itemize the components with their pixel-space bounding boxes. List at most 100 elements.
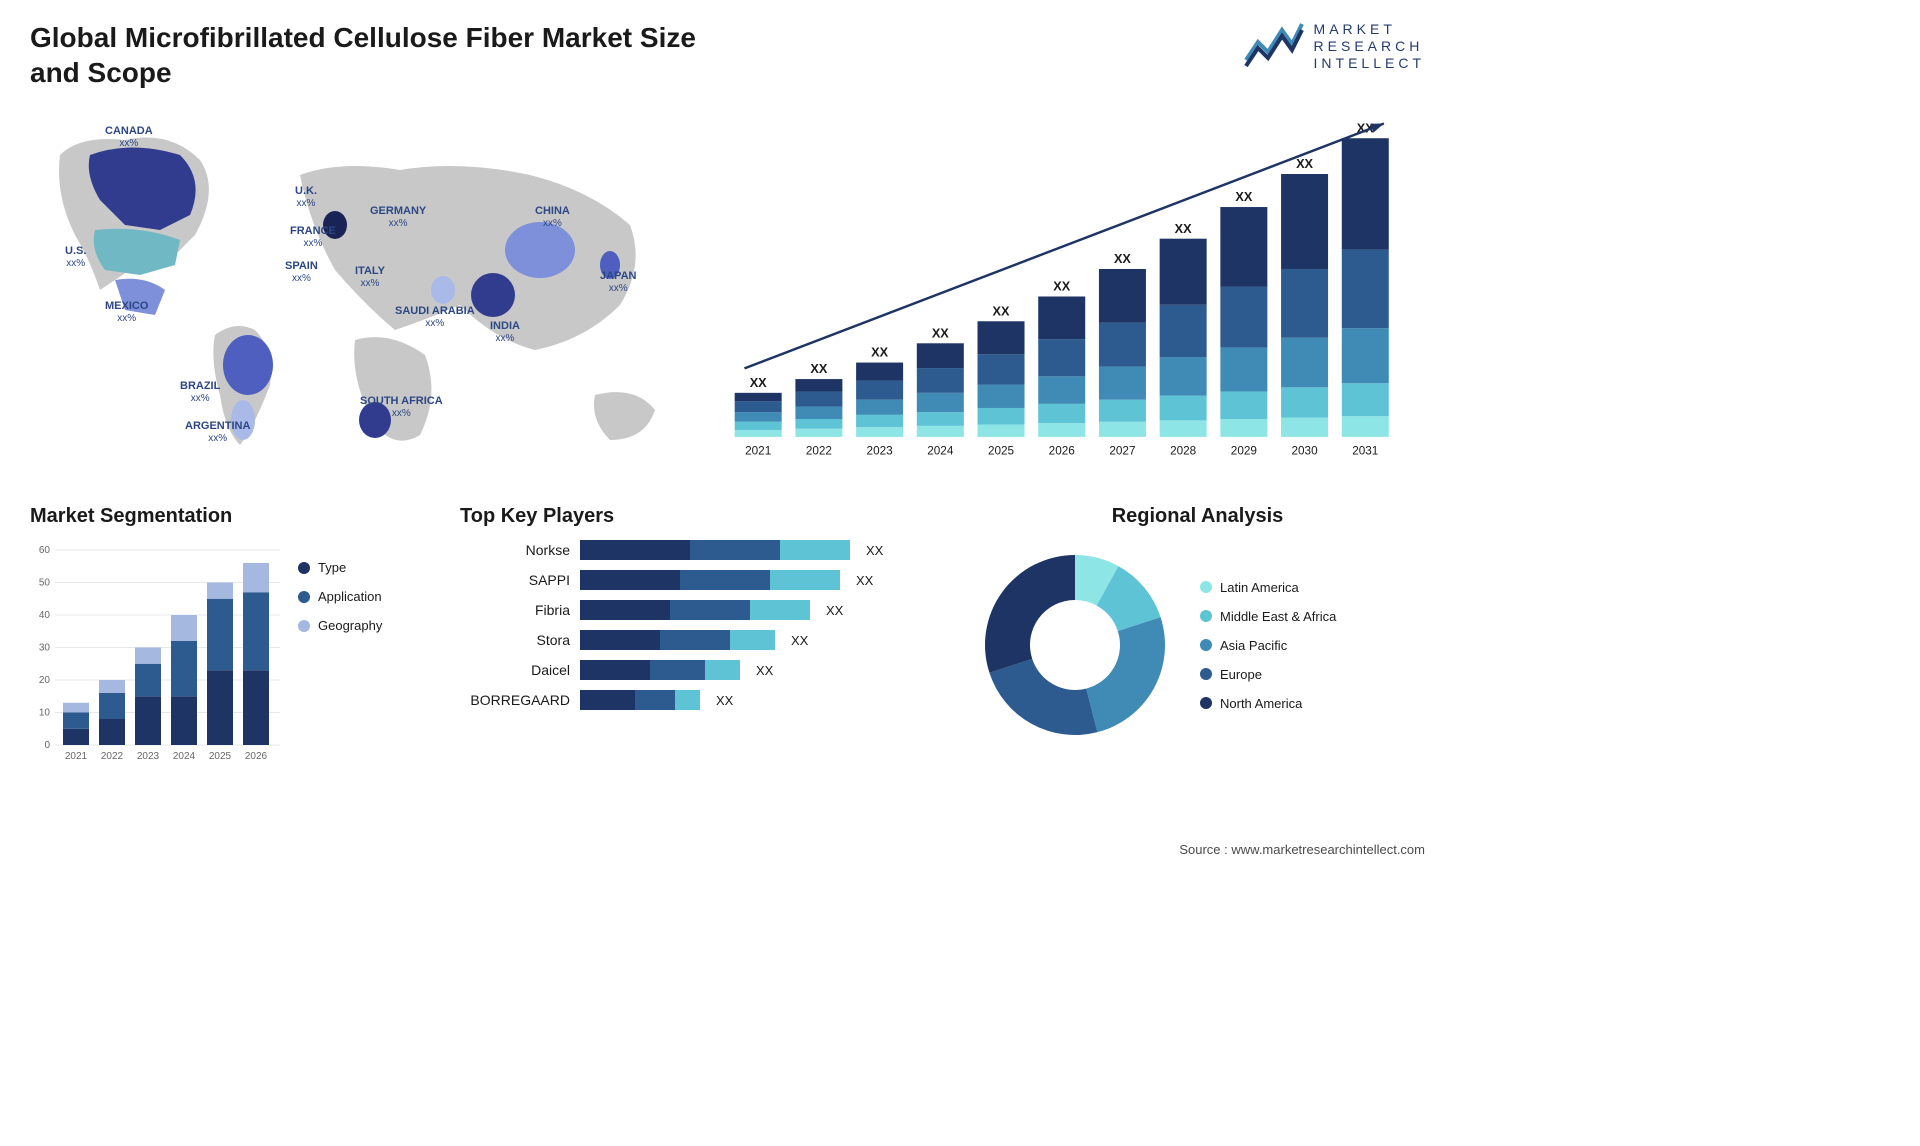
growth-bar-segment [978,354,1025,384]
growth-bar-segment [1038,404,1085,423]
growth-bar-year: 2023 [867,445,894,458]
growth-bar-segment [856,380,903,399]
seg-bar-segment [243,592,269,670]
player-bar [580,630,775,650]
seg-bar-segment [243,563,269,592]
svg-text:2022: 2022 [101,751,124,762]
reg-legend-item: Asia Pacific [1200,638,1336,653]
growth-bar-segment [856,427,903,437]
seg-legend-label: Application [318,589,382,604]
seg-legend-label: Type [318,560,346,575]
map-label-mexico: MEXICOxx% [105,300,148,324]
growth-bar-value: XX [1053,279,1070,294]
growth-bar-segment [1160,396,1207,421]
reg-legend-label: Europe [1220,667,1262,682]
growth-bar-segment [1038,296,1085,339]
growth-bar-segment [1281,269,1328,338]
growth-bar-segment [735,401,782,412]
reg-legend-item: Latin America [1200,580,1336,595]
world-map-panel: CANADAxx%U.S.xx%MEXICOxx%BRAZILxx%ARGENT… [30,105,690,475]
player-name: Stora [460,632,570,648]
player-bar-segment [750,600,810,620]
growth-bar-segment [1160,239,1207,305]
regional-donut-chart [970,540,1180,750]
growth-bar-segment [1220,207,1267,287]
svg-text:50: 50 [39,578,51,589]
growth-bar-segment [735,412,782,422]
player-bar-segment [635,690,675,710]
player-row: SAPPIXX [460,570,940,590]
donut-slice [989,659,1097,735]
svg-text:2021: 2021 [65,751,88,762]
growth-bar-segment [1342,383,1389,416]
logo-line2: RESEARCH [1314,38,1425,55]
growth-bar-segment [978,321,1025,354]
segmentation-legend: Type Application Geography [298,560,382,770]
growth-bar-segment [795,407,842,419]
seg-bar-segment [243,670,269,745]
growth-bar-year: 2021 [745,445,771,458]
player-bar [580,600,810,620]
map-label-france: FRANCExx% [290,225,336,249]
map-label-india: INDIAxx% [490,320,520,344]
map-label-japan: JAPANxx% [600,270,636,294]
growth-bar-segment [917,426,964,437]
seg-bar-segment [207,583,233,599]
player-bar-segment [580,660,650,680]
player-bar-segment [770,570,840,590]
growth-bar-segment [1342,250,1389,328]
source-credit: Source : www.marketresearchintellect.com [1179,842,1425,857]
growth-bar-segment [856,415,903,427]
player-bar-segment [660,630,730,650]
growth-bar-segment [795,391,842,406]
growth-bar-value: XX [1175,221,1192,236]
swatch-icon [1200,610,1212,622]
growth-bar-segment [795,429,842,437]
player-name: Fibria [460,602,570,618]
segmentation-title: Market Segmentation [30,505,430,528]
map-label-china: CHINAxx% [535,205,570,229]
growth-bar-value: XX [932,325,949,340]
reg-legend-item: North America [1200,696,1336,711]
growth-bar-segment [1160,305,1207,357]
growth-bar-year: 2026 [1049,445,1076,458]
map-label-southafrica: SOUTH AFRICAxx% [360,395,443,419]
player-value: XX [866,543,883,558]
growth-bar-year: 2027 [1109,445,1135,458]
growth-bar-segment [795,419,842,429]
seg-legend-label: Geography [318,618,382,633]
seg-bar-segment [207,599,233,671]
svg-text:20: 20 [39,675,51,686]
player-value: XX [856,573,873,588]
growth-bar-value: XX [750,375,767,390]
svg-text:60: 60 [39,545,51,556]
seg-legend-item: Type [298,560,382,575]
seg-bar-segment [171,696,197,745]
swatch-icon [1200,639,1212,651]
svg-text:30: 30 [39,643,51,654]
growth-bar-value: XX [1114,251,1131,266]
growth-bar-segment [1220,287,1267,348]
growth-bar-segment [1342,328,1389,383]
growth-bar-segment [1099,323,1146,367]
growth-bar-segment [978,385,1025,408]
growth-bar-segment [917,412,964,426]
player-row: NorkseXX [460,540,940,560]
seg-bar-segment [135,696,161,745]
growth-bar-segment [1342,416,1389,437]
seg-bar-segment [63,703,89,713]
growth-bar-segment [1160,420,1207,437]
donut-slice [985,555,1075,673]
page-title: Global Microfibrillated Cellulose Fiber … [30,20,730,90]
player-row: BORREGAARDXX [460,690,940,710]
growth-bar-segment [1342,138,1389,249]
svg-text:40: 40 [39,610,51,621]
seg-bar-segment [207,670,233,745]
logo-mark-icon [1244,20,1304,73]
growth-bar-segment [1099,400,1146,422]
seg-bar-segment [63,729,89,745]
growth-bar-year: 2024 [927,445,954,458]
growth-bar-segment [1038,339,1085,376]
player-bar-segment [580,540,690,560]
players-title: Top Key Players [460,505,940,528]
